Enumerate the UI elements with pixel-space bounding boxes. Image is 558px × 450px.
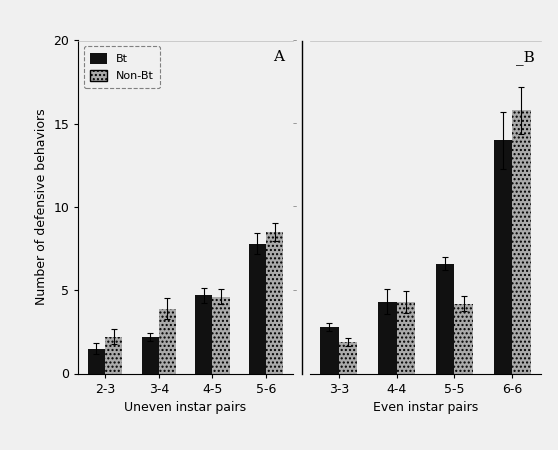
Legend: Bt, Non-Bt: Bt, Non-Bt xyxy=(84,46,161,88)
Bar xyxy=(266,232,283,374)
Bar xyxy=(378,302,397,374)
Y-axis label: Number of defensive behaviors: Number of defensive behaviors xyxy=(35,109,47,305)
Text: –: – xyxy=(293,286,297,295)
Bar xyxy=(105,337,122,374)
Bar xyxy=(320,327,339,374)
Bar xyxy=(436,264,454,374)
Text: –: – xyxy=(293,119,297,128)
Bar xyxy=(88,348,105,374)
X-axis label: Even instar pairs: Even instar pairs xyxy=(373,401,478,414)
Text: _B: _B xyxy=(516,50,535,65)
Bar xyxy=(512,110,531,374)
Bar xyxy=(397,302,415,374)
Text: –: – xyxy=(293,202,297,211)
Bar xyxy=(339,342,357,374)
Bar xyxy=(213,297,229,374)
Bar xyxy=(158,309,176,374)
Text: A: A xyxy=(273,50,285,64)
Text: –: – xyxy=(293,36,297,45)
Bar xyxy=(249,243,266,374)
Bar xyxy=(142,337,158,374)
Bar xyxy=(454,304,473,373)
X-axis label: Uneven instar pairs: Uneven instar pairs xyxy=(124,401,247,414)
Bar xyxy=(195,295,213,373)
Bar xyxy=(494,140,512,374)
